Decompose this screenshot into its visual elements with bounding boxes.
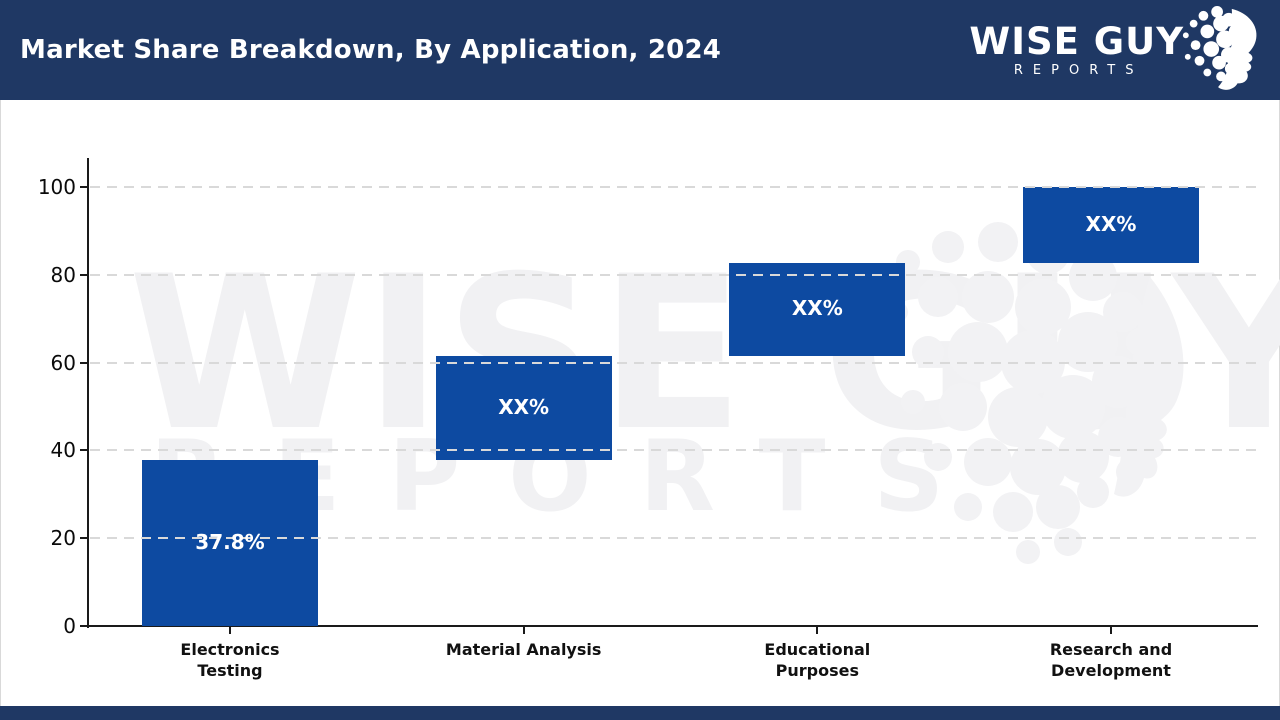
bar-value-label: XX% (791, 296, 843, 321)
y-tick (80, 273, 88, 276)
y-axis-tick-label: 100 (37, 175, 76, 199)
y-tick (80, 537, 88, 540)
gridline (90, 361, 1257, 364)
bar (1023, 187, 1199, 263)
x-axis-label: Electronics Testing (100, 640, 360, 682)
bar (729, 262, 906, 356)
bar-value-label: 37.8% (195, 530, 265, 555)
y-axis-tick-label: 0 (63, 614, 76, 638)
y-tick (80, 449, 88, 452)
x-axis-label-line: Electronics (180, 640, 280, 659)
wiseguy-head-icon (1182, 6, 1257, 90)
gridline (90, 449, 1257, 452)
y-axis-tick-label: 40 (50, 438, 76, 463)
y-axis-tick-label: 60 (50, 350, 76, 375)
wiseguy-logo: WISE GUY REPORTS (969, 6, 1280, 94)
y-tick (80, 625, 88, 627)
x-axis-line (86, 625, 1258, 627)
x-tick (816, 627, 819, 634)
gridline (90, 186, 1257, 188)
x-axis-label: Research and Development (981, 640, 1241, 682)
footer-band (0, 706, 1280, 720)
wiseguy-logo-text: WISE GUY REPORTS (969, 23, 1184, 78)
y-tick (80, 361, 88, 364)
x-axis-label-line: Educational (764, 640, 871, 659)
y-axis-tick-label: 80 (50, 262, 76, 287)
header-band: Market Share Breakdown, By Application, … (0, 0, 1280, 100)
x-tick (522, 627, 525, 634)
wiseguy-logo-reports: REPORTS (1013, 62, 1144, 78)
x-axis-label: Material Analysis (394, 640, 654, 661)
y-axis-line (87, 158, 89, 628)
wiseguy-logo-wiseguy: WISE GUY (969, 19, 1184, 63)
bar (142, 460, 318, 626)
x-axis-label-line: Research and (1049, 640, 1173, 659)
y-tick (80, 186, 88, 188)
bar-value-label: XX% (498, 395, 550, 420)
gridline (90, 273, 1257, 276)
plot-area: 37.8% XX% XX% XX% 0 20 40 60 80 100 Electronics Tes… (0, 100, 1280, 706)
x-tick (229, 627, 231, 634)
chart-title: Market Share Breakdown, By Application, … (20, 35, 722, 65)
x-tick (1110, 627, 1112, 634)
gridline (90, 537, 1257, 540)
x-axis-label-line: Testing (197, 660, 263, 680)
bar-value-label: XX% (1085, 211, 1137, 236)
y-axis-tick-label: 20 (50, 526, 76, 551)
x-axis-label: Educational Purposes (687, 640, 947, 682)
x-axis-label-line: Development (1051, 660, 1171, 680)
x-axis-label-line: Purposes (775, 660, 859, 680)
bar (435, 356, 612, 461)
x-axis-label-line: Material Analysis (445, 640, 602, 659)
